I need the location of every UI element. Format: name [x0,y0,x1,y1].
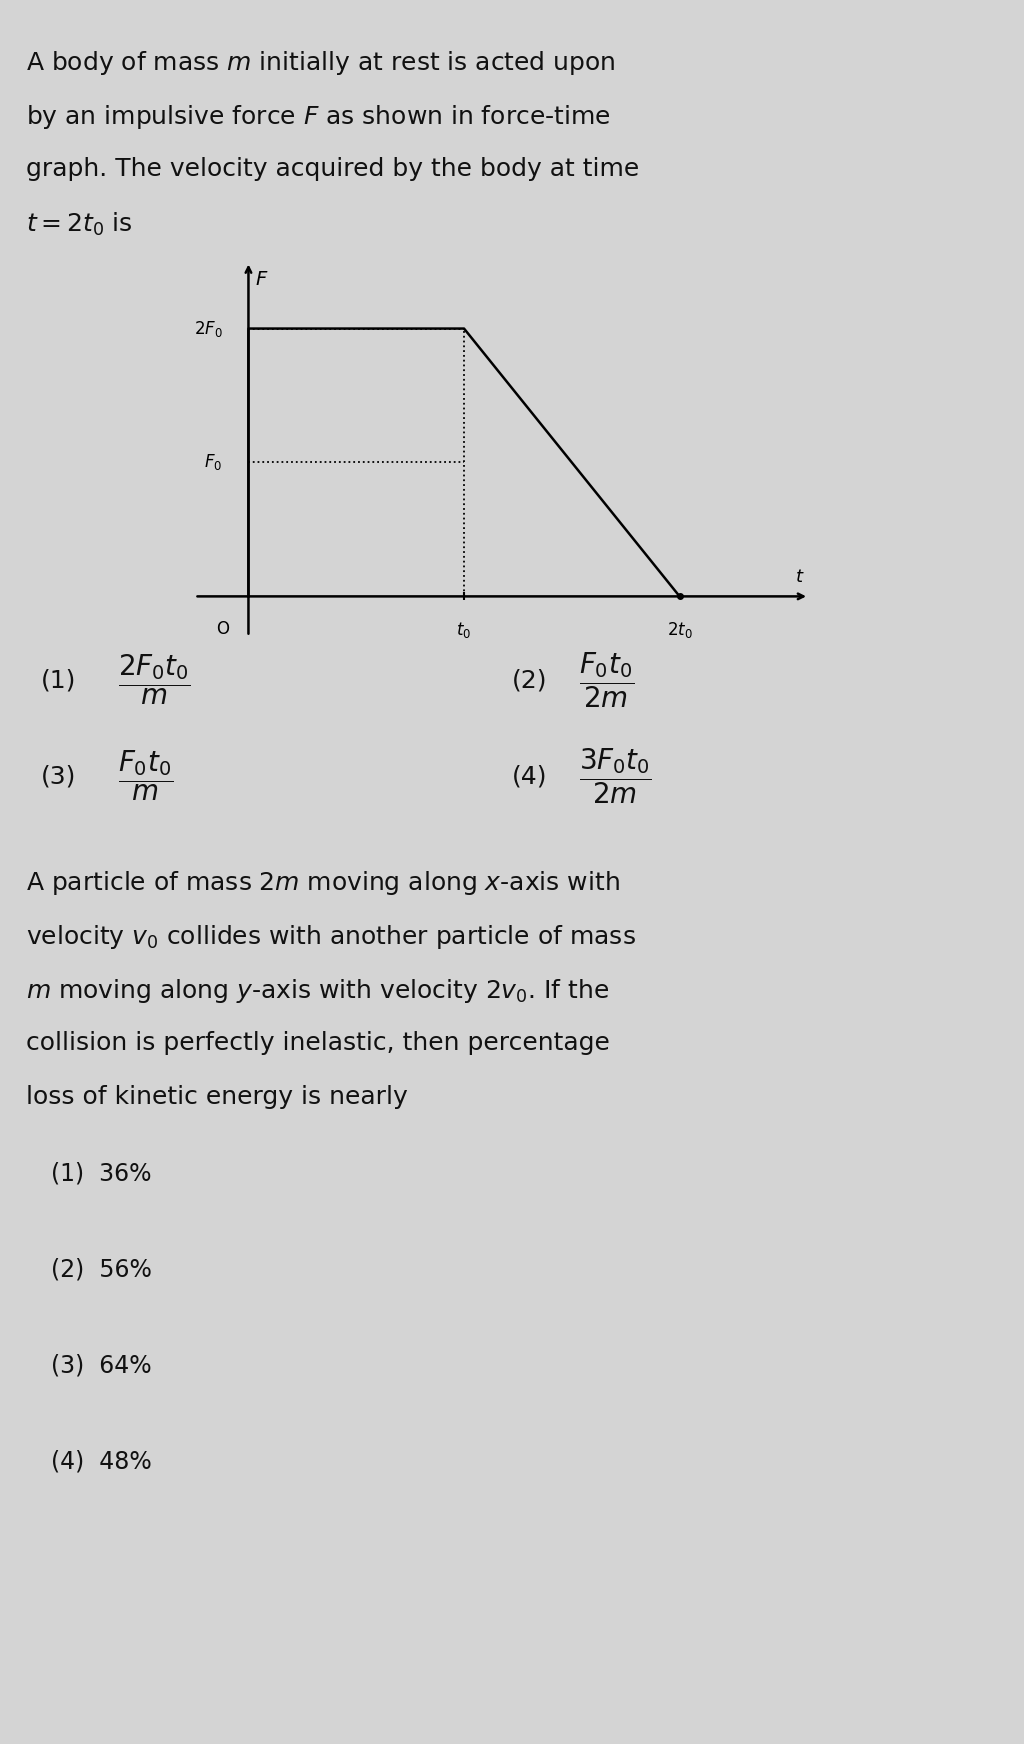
Text: A body of mass $m$ initially at rest is acted upon: A body of mass $m$ initially at rest is … [26,49,615,77]
Text: (2)  56%: (2) 56% [51,1257,153,1282]
Text: $\dfrac{3F_0t_0}{2m}$: $\dfrac{3F_0t_0}{2m}$ [579,746,651,806]
Text: loss of kinetic energy is nearly: loss of kinetic energy is nearly [26,1085,408,1109]
Text: $F$: $F$ [255,270,268,290]
Text: A particle of mass $2m$ moving along $x$-axis with: A particle of mass $2m$ moving along $x$… [26,869,620,896]
Text: (1)  36%: (1) 36% [51,1162,152,1186]
Text: $m$ moving along $y$-axis with velocity $2v_0$. If the: $m$ moving along $y$-axis with velocity … [26,977,609,1005]
Text: (3): (3) [41,764,77,788]
Text: $\dfrac{F_0t_0}{2m}$: $\dfrac{F_0t_0}{2m}$ [579,651,634,710]
Text: $\dfrac{F_0t_0}{m}$: $\dfrac{F_0t_0}{m}$ [118,748,173,804]
Text: by an impulsive force $F$ as shown in force-time: by an impulsive force $F$ as shown in fo… [26,103,610,131]
Text: graph. The velocity acquired by the body at time: graph. The velocity acquired by the body… [26,157,639,181]
Text: $\dfrac{2F_0t_0}{m}$: $\dfrac{2F_0t_0}{m}$ [118,652,190,708]
Text: velocity $v_0$ collides with another particle of mass: velocity $v_0$ collides with another par… [26,923,636,950]
Text: $F_0$: $F_0$ [205,452,222,473]
Text: (3)  64%: (3) 64% [51,1353,152,1378]
Text: $2t_0$: $2t_0$ [667,621,692,640]
Text: collision is perfectly inelastic, then percentage: collision is perfectly inelastic, then p… [26,1031,609,1055]
Text: (2): (2) [512,668,548,692]
Text: O: O [216,621,229,638]
Text: $t_0$: $t_0$ [457,621,472,640]
Text: $t$: $t$ [795,569,805,586]
Text: (4): (4) [512,764,548,788]
Text: $t = 2t_0$ is: $t = 2t_0$ is [26,211,132,239]
Text: (1): (1) [41,668,77,692]
Text: $2F_0$: $2F_0$ [194,319,222,338]
Text: (4)  48%: (4) 48% [51,1449,152,1474]
